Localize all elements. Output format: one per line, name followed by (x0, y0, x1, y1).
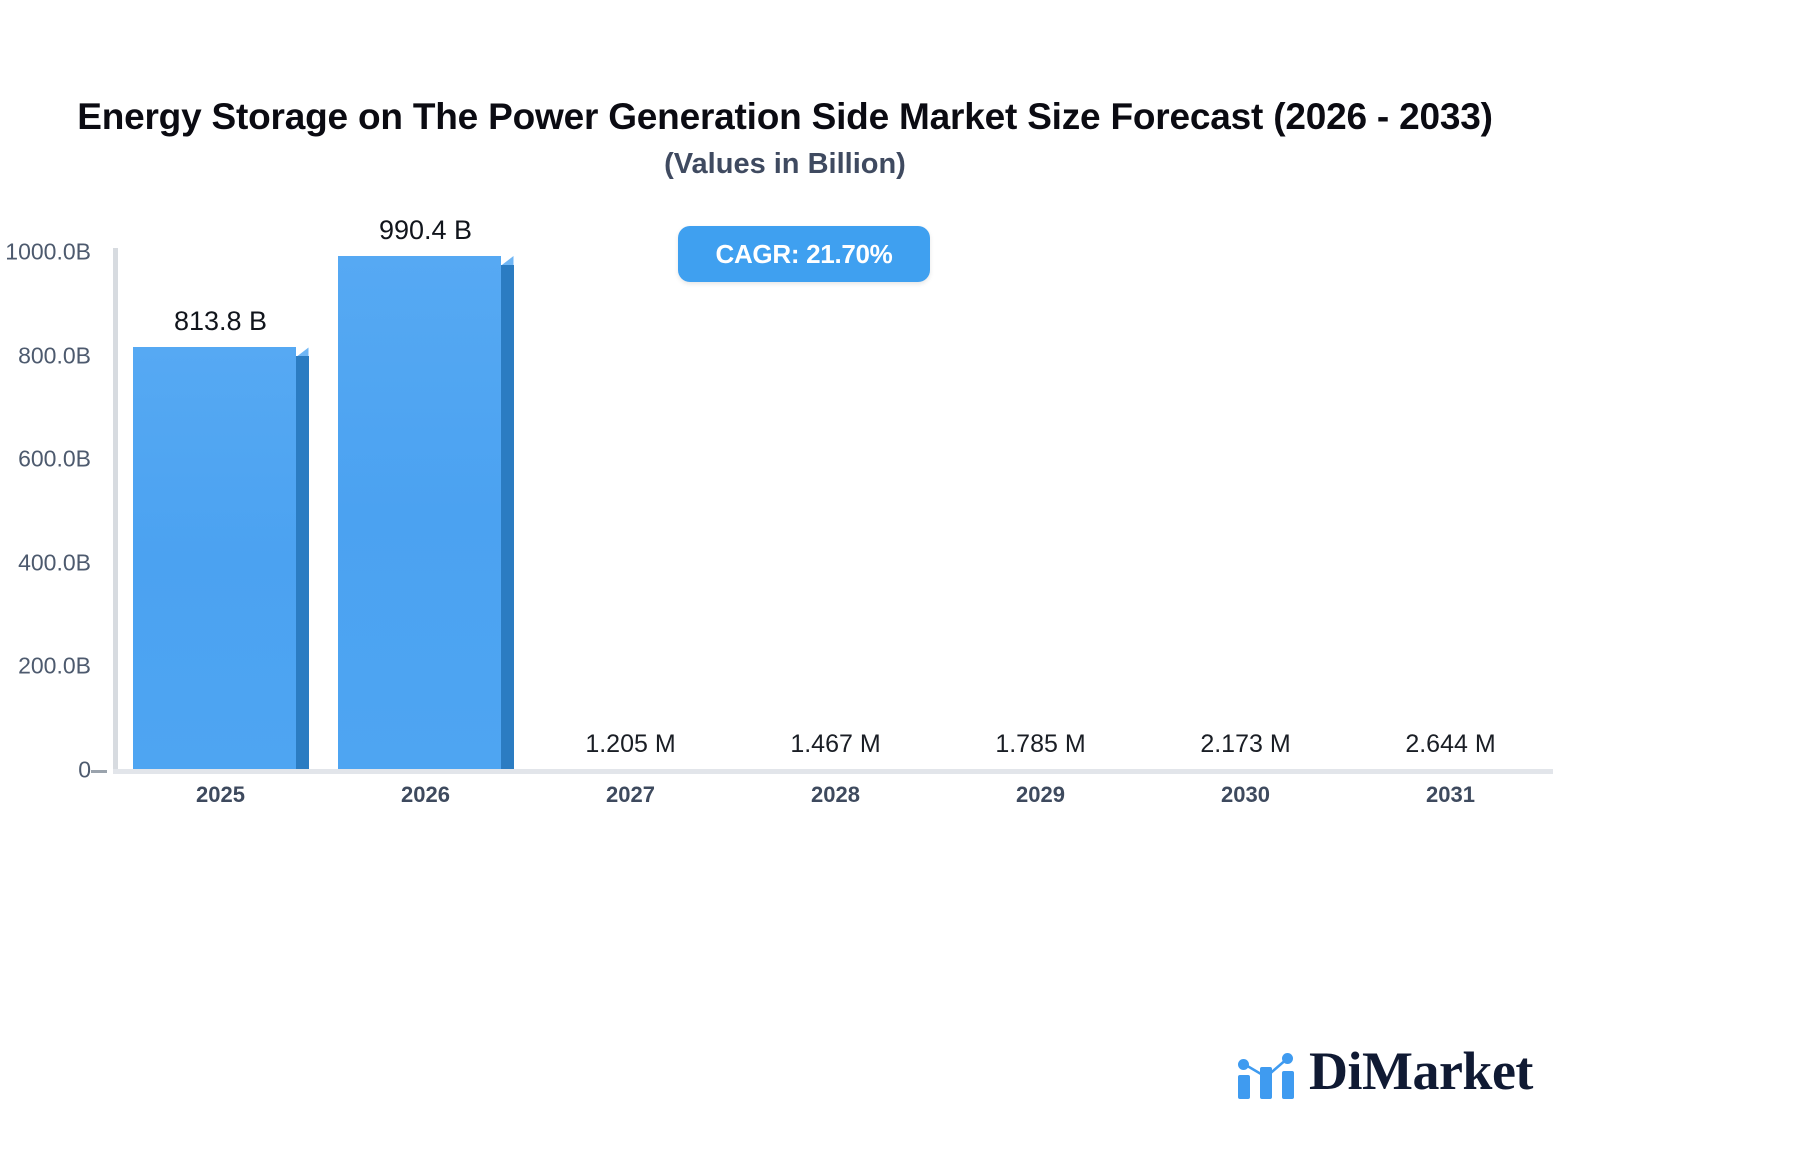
plot-area: 1000.0B 800.0B 600.0B 400.0B 200.0B 0 813.8 B… (5, 215, 1553, 783)
bar-top-face (500, 255, 514, 266)
bar-chart-icon (1238, 1053, 1296, 1099)
x-axis-tick-label: 2030 (1221, 782, 1270, 807)
y-axis-tick-label: 400.0B (18, 549, 91, 576)
bar-face (337, 255, 501, 769)
bar-slot: 813.8 B (132, 251, 309, 769)
cagr-badge: CAGR: 21.70% (678, 226, 930, 282)
bar-2026[interactable] (337, 255, 514, 769)
x-axis-line (113, 769, 1553, 774)
bar-value-label: 2.173 M (1200, 730, 1291, 758)
bar-value-label: 1.467 M (790, 730, 881, 758)
y-axis-tick-label: 0 (78, 756, 91, 783)
bar-side-face (500, 264, 514, 769)
bar-slot: 1.785 M (953, 251, 1129, 769)
bar-value-label: 1.205 M (585, 730, 676, 758)
x-axis-tick-label: 2026 (401, 782, 450, 807)
x-axis-tick-labels: 2025 2026 2027 2028 2029 2030 2031 (113, 782, 1558, 822)
bar-slot: 1.467 M (748, 251, 924, 769)
bar-2025[interactable] (132, 347, 309, 769)
y-axis-tick-label: 1000.0B (5, 238, 91, 265)
bar-slot: 990.4 B (337, 215, 514, 769)
cagr-badge-label: CAGR: 21.70% (715, 238, 893, 269)
y-axis-tick-label: 800.0B (18, 342, 91, 369)
y-axis-line (113, 248, 118, 770)
x-axis-tick-label: 2025 (196, 782, 245, 807)
bar-value-label: 813.8 B (173, 306, 268, 337)
x-axis-tick-label: 2027 (606, 782, 655, 807)
bar-top-face (295, 347, 309, 358)
dimarket-logo: DiMarket (1238, 1037, 1533, 1099)
bar-face (132, 347, 296, 769)
bar-value-label: 1.785 M (995, 730, 1086, 758)
bar-value-label: 2.644 M (1405, 730, 1496, 758)
bar-slot: 2.173 M (1158, 251, 1334, 769)
y-axis-zero-tick (91, 770, 107, 773)
chart-subtitle: (Values in Billion) (664, 148, 906, 180)
chart-title: Energy Storage on The Power Generation S… (77, 96, 1493, 137)
logo-wordmark: DiMarket (1309, 1041, 1533, 1101)
x-axis-tick-label: 2029 (1016, 782, 1065, 807)
x-axis-tick-label: 2028 (811, 782, 860, 807)
bar-side-face (295, 356, 309, 769)
y-axis-tick-label: 200.0B (18, 652, 91, 679)
x-axis-tick-label: 2031 (1426, 782, 1475, 807)
bar-value-label: 990.4 B (378, 214, 473, 245)
bar-series: 813.8 B 990.4 B 1.205 M 1.467 M 1.785 M 2.173… (118, 215, 1553, 769)
y-axis-tick-label: 600.0B (18, 445, 91, 472)
bar-slot: 2.644 M (1363, 251, 1539, 769)
bar-slot: 1.205 M (543, 251, 719, 769)
